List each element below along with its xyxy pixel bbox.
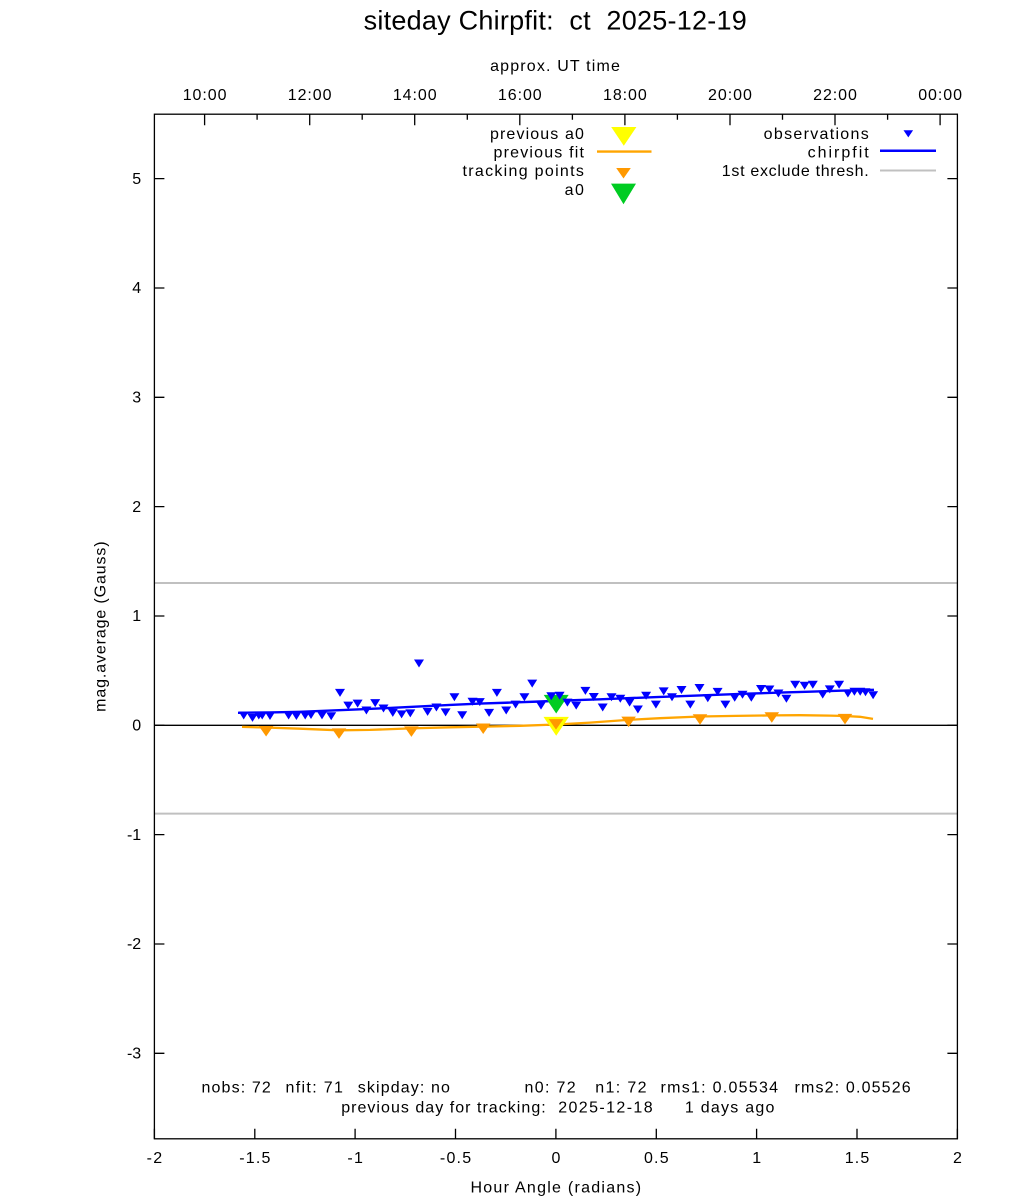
svg-text:1: 1 [132,608,141,625]
svg-text:siteday Chirpfit: ct 2025-12: siteday Chirpfit: ct 2025-12-19 [364,5,747,35]
svg-text:previous day for tracking:: previous day for tracking: [341,1100,547,1117]
svg-text:2: 2 [132,499,141,516]
svg-text:00:00: 00:00 [918,87,963,104]
svg-text:skipday: no: skipday: no [358,1079,451,1096]
svg-text:2025-12-18: 2025-12-18 [558,1100,654,1117]
svg-text:nobs: 72: nobs: 72 [202,1079,272,1096]
svg-text:1: 1 [752,1150,761,1167]
svg-text:tracking points: tracking points [463,163,586,180]
svg-text:4: 4 [132,280,141,297]
svg-text:-1: -1 [127,827,141,844]
svg-text:a0: a0 [565,182,586,199]
svg-text:approx. UT time: approx. UT time [490,58,621,75]
svg-text:previous a0: previous a0 [490,126,585,143]
svg-text:3: 3 [132,390,141,407]
svg-text:5: 5 [132,171,141,188]
svg-text:rms1: 0.05534: rms1: 0.05534 [661,1079,780,1096]
svg-text:observations: observations [764,126,870,143]
svg-text:n0: 72: n0: 72 [525,1079,578,1096]
svg-text:-1: -1 [347,1150,364,1167]
svg-text:20:00: 20:00 [708,87,753,104]
svg-text:14:00: 14:00 [393,87,438,104]
svg-text:n1: 72: n1: 72 [595,1079,648,1096]
svg-text:0.5: 0.5 [644,1150,670,1167]
svg-text:Hour Angle (radians): Hour Angle (radians) [470,1179,642,1196]
svg-text:-1.5: -1.5 [239,1150,271,1167]
svg-text:mag.average (Gauss): mag.average (Gauss) [93,541,110,712]
svg-text:previous fit: previous fit [494,145,586,162]
svg-text:-3: -3 [127,1045,141,1062]
svg-text:-2: -2 [127,936,141,953]
svg-text:-2: -2 [147,1150,164,1167]
svg-text:12:00: 12:00 [288,87,333,104]
svg-text:-0.5: -0.5 [440,1150,472,1167]
svg-text:nfit: 71: nfit: 71 [286,1079,345,1096]
svg-text:18:00: 18:00 [603,87,648,104]
svg-text:0: 0 [551,1150,560,1167]
svg-text:1 days ago: 1 days ago [685,1100,776,1117]
svg-text:rms2: 0.05526: rms2: 0.05526 [795,1079,912,1096]
svg-text:0: 0 [132,718,141,735]
svg-text:chirpfit: chirpfit [808,145,871,162]
svg-text:10:00: 10:00 [183,87,228,104]
svg-text:2: 2 [953,1150,962,1167]
svg-text:22:00: 22:00 [813,87,858,104]
svg-text:1.5: 1.5 [845,1150,871,1167]
svg-text:16:00: 16:00 [498,87,543,104]
svg-text:1st exclude thresh.: 1st exclude thresh. [722,163,870,180]
